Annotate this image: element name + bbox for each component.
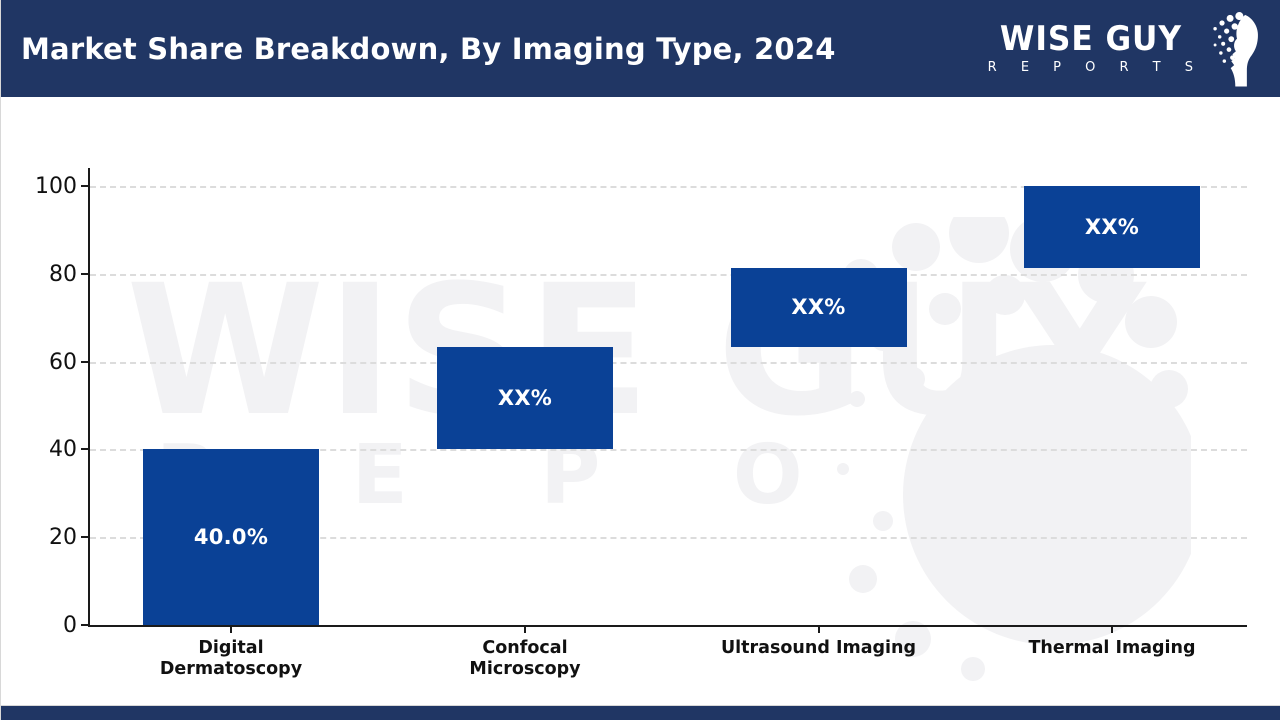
y-tick-mark-60 [81, 360, 89, 363]
y-tick-label-20: 20 [49, 525, 77, 551]
x-tick-mark-digital-dermatoscopy [230, 625, 232, 633]
x-tick-mark-confocal-microscopy [524, 625, 526, 633]
logo-subtext: R E P O R T S [987, 59, 1203, 75]
bar-thermal-imaging: XX% [1024, 186, 1200, 268]
logo-head-icon [1213, 11, 1258, 87]
gridline-60 [90, 361, 1247, 364]
x-tick-mark-ultrasound-imaging [817, 625, 820, 633]
x-category-label-confocal-microscopy: Confocal Microscopy [469, 638, 581, 679]
y-tick-mark-40 [81, 448, 89, 451]
logo-text: WISE GUY R E P O R T S [980, 19, 1203, 75]
chart-canvas: WISE GUY R E P O R T S 02040608010040.0%… [1, 97, 1280, 706]
y-tick-label-80: 80 [49, 261, 77, 287]
y-tick-label-60: 60 [49, 349, 77, 375]
bar-ultrasound-imaging: XX% [730, 267, 907, 347]
footer-band [1, 706, 1280, 720]
x-category-label-digital-dermatoscopy: Digital Dermatoscopy [159, 638, 303, 679]
bar-value-label-digital-dermatoscopy: 40.0% [193, 525, 269, 550]
bar-value-label-confocal-microscopy: XX% [497, 386, 553, 411]
gridline-100 [90, 186, 1247, 188]
y-tick-label-40: 40 [49, 437, 77, 463]
bar-confocal-microscopy: XX% [437, 346, 613, 450]
y-tick-mark-100 [81, 185, 89, 187]
bar-value-label-thermal-imaging: XX% [1084, 214, 1140, 239]
bar-digital-dermatoscopy: 40.0% [143, 449, 319, 625]
logo-wordmark: WISE GUY [1000, 19, 1183, 60]
x-axis-line [88, 625, 1247, 627]
gridline-40 [90, 449, 1247, 452]
y-tick-mark-80 [81, 272, 89, 275]
x-category-label-thermal-imaging: Thermal Imaging [1028, 638, 1196, 658]
y-tick-mark-0 [81, 624, 89, 626]
y-tick-mark-20 [81, 536, 89, 539]
gridline-20 [90, 537, 1247, 540]
x-category-label-ultrasound-imaging: Ultrasound Imaging [720, 638, 917, 658]
chart-title: Market Share Breakdown, By Imaging Type,… [21, 31, 836, 66]
header-band: Market Share Breakdown, By Imaging Type,… [1, 0, 1280, 97]
bar-value-label-ultrasound-imaging: XX% [791, 295, 846, 320]
watermark-head-icon [837, 217, 1191, 681]
gridline-80 [90, 273, 1247, 276]
y-tick-label-100: 100 [35, 174, 77, 199]
y-tick-label-0: 0 [63, 613, 77, 638]
x-tick-mark-thermal-imaging [1111, 625, 1113, 633]
wise-guy-logo: WISE GUY R E P O R T S [980, 10, 1280, 88]
plot-area: 0 20 40 60 80 100 40.0% XX% XX% XX% Digital Dermat… [1, 97, 1280, 705]
y-axis-line [88, 168, 90, 627]
